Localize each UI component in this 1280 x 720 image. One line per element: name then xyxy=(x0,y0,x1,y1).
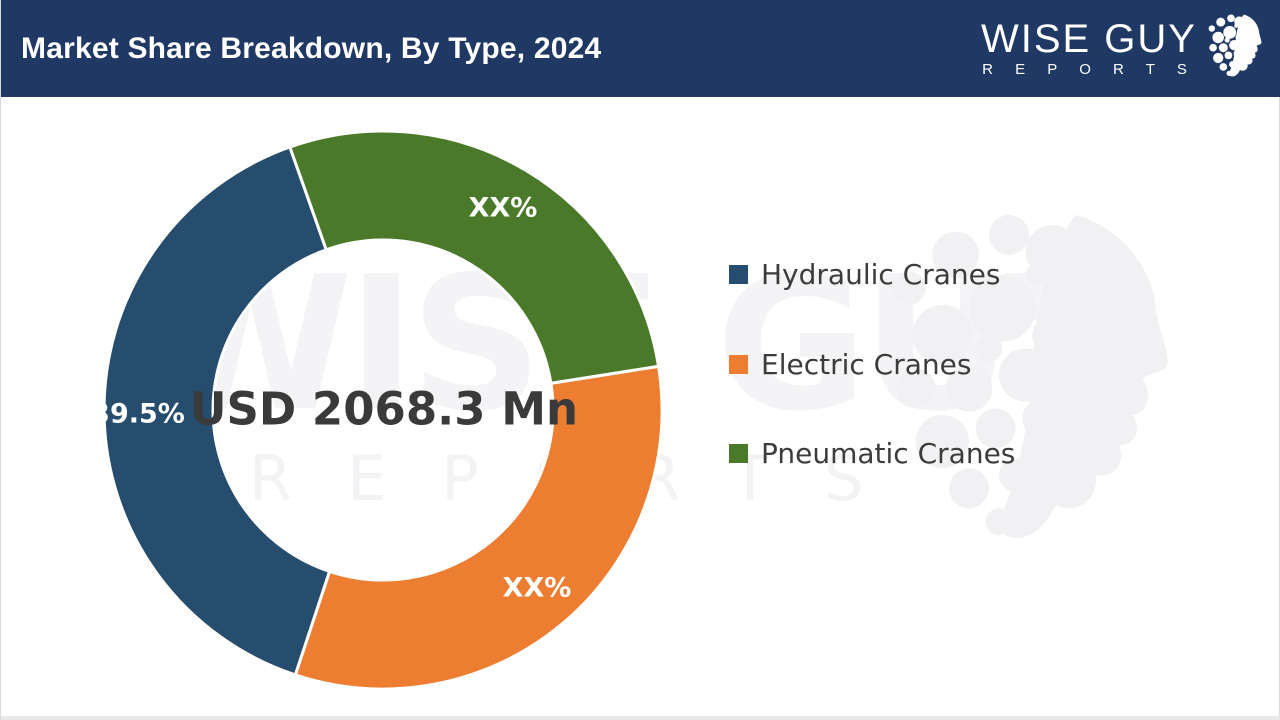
header-bar: Market Share Breakdown, By Type, 2024 WI… xyxy=(1,0,1280,97)
logo-subtitle: R E P O R T S xyxy=(982,61,1196,78)
slice-label-pneumatic: XX% xyxy=(468,192,538,224)
slice-pneumatic-cranes xyxy=(288,129,661,385)
slice-hydraulic-cranes xyxy=(102,145,332,677)
logo-face-icon xyxy=(1208,13,1262,76)
slice-label-electric: XX% xyxy=(502,572,572,604)
legend-label-pneumatic: Pneumatic Cranes xyxy=(761,437,1016,470)
legend-item-pneumatic-cranes: Pneumatic Cranes xyxy=(729,437,1015,470)
slice-label-hydraulic: 39.5% xyxy=(91,398,185,430)
logo-wordmark: WISE GUY xyxy=(980,17,1197,61)
watermark-face-logo xyxy=(892,215,1168,538)
legend-item-electric-cranes: Electric Cranes xyxy=(729,348,971,381)
legend-swatch-pneumatic xyxy=(729,444,748,463)
donut-center-value: USD 2068.3 Mn xyxy=(189,382,579,436)
slice-electric-cranes xyxy=(293,364,664,691)
wise-guy-reports-logo: WISE GUY R E P O R T S xyxy=(981,10,1263,88)
legend-swatch-electric xyxy=(729,355,748,374)
legend-item-hydraulic-cranes: Hydraulic Cranes xyxy=(729,258,1000,291)
legend-swatch-hydraulic xyxy=(729,265,748,284)
page-title: Market Share Breakdown, By Type, 2024 xyxy=(21,31,602,65)
footer-divider xyxy=(1,716,1280,720)
legend-label-electric: Electric Cranes xyxy=(761,348,972,381)
legend-label-hydraulic: Hydraulic Cranes xyxy=(761,258,1001,291)
